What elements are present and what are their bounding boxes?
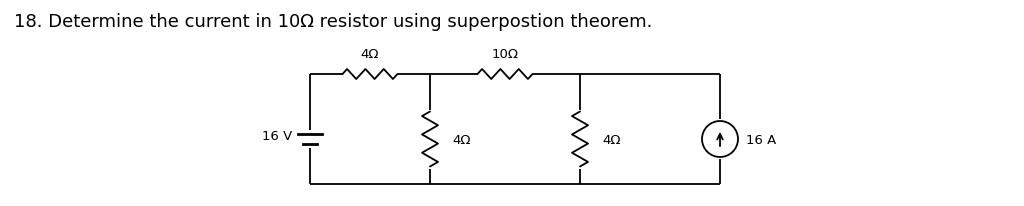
Text: 4Ω: 4Ω — [452, 133, 470, 146]
Text: 4Ω: 4Ω — [602, 133, 621, 146]
Text: 4Ω: 4Ω — [360, 48, 379, 61]
Text: 18. Determine the current in 10Ω resistor using superpostion theorem.: 18. Determine the current in 10Ω resisto… — [14, 13, 652, 31]
Text: 16 A: 16 A — [746, 133, 776, 146]
Text: 16 V: 16 V — [262, 129, 292, 142]
Text: 10Ω: 10Ω — [492, 48, 518, 61]
